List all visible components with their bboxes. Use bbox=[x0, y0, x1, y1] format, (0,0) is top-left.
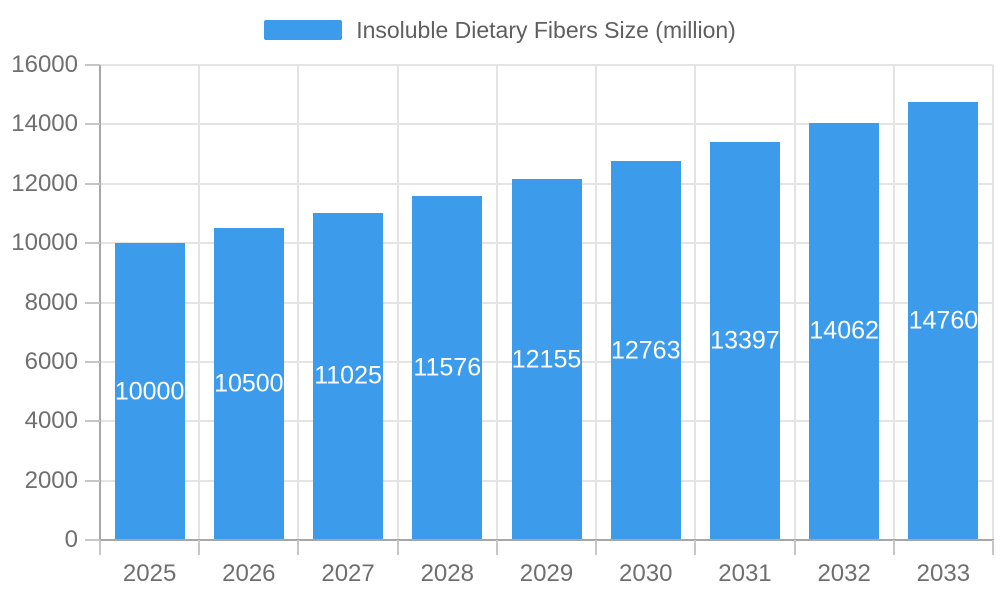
bar-2027[interactable] bbox=[313, 212, 384, 540]
x-axis-tick-label: 2025 bbox=[122, 560, 177, 587]
x-axis-line bbox=[99, 539, 994, 541]
y-axis-tick bbox=[85, 242, 100, 245]
x-axis-tick-label: 2026 bbox=[222, 560, 276, 587]
y-axis-tick bbox=[85, 539, 100, 541]
x-axis-tick-label: 2029 bbox=[519, 560, 574, 587]
y-axis-tick bbox=[85, 182, 100, 185]
y-axis-tick-label: 8000 bbox=[24, 288, 78, 316]
legend-label: Insoluble Dietary Fibers Size (million) bbox=[356, 17, 736, 43]
y-axis-tick-label: 10000 bbox=[11, 229, 78, 257]
bar-2032[interactable] bbox=[809, 122, 880, 540]
x-axis-tick bbox=[99, 540, 101, 555]
gridline-vertical bbox=[892, 65, 895, 540]
x-axis-tick-label: 2030 bbox=[619, 560, 673, 587]
y-axis-tick-label: 6000 bbox=[24, 347, 78, 375]
gridline-vertical bbox=[198, 65, 201, 540]
bar-2028[interactable] bbox=[412, 196, 483, 540]
bar-value-label: 11025 bbox=[314, 361, 382, 390]
x-axis-tick-label: 2031 bbox=[718, 560, 772, 587]
bar-2029[interactable] bbox=[511, 179, 582, 540]
gridline-vertical bbox=[495, 65, 498, 540]
x-axis-tick bbox=[694, 540, 697, 555]
x-axis-tick bbox=[198, 540, 201, 555]
bar-value-label: 12763 bbox=[610, 336, 681, 365]
x-axis-tick bbox=[495, 540, 498, 555]
y-axis-tick bbox=[85, 479, 100, 482]
y-axis-tick-label: 4000 bbox=[24, 407, 78, 435]
bar-2033[interactable] bbox=[908, 101, 979, 540]
gridline-vertical bbox=[992, 65, 994, 540]
bar-value-label: 11576 bbox=[413, 353, 482, 382]
legend-swatch bbox=[264, 20, 343, 40]
y-axis-tick-label: 2000 bbox=[24, 466, 78, 494]
y-axis-tick bbox=[85, 420, 100, 423]
gridline-vertical bbox=[793, 65, 796, 540]
y-axis-tick bbox=[85, 301, 100, 304]
x-axis-tick bbox=[992, 540, 994, 555]
bar-2031[interactable] bbox=[709, 142, 780, 540]
x-axis-tick-label: 2033 bbox=[916, 560, 971, 587]
y-axis-tick-label: 14000 bbox=[11, 110, 78, 138]
y-axis-tick-label: 12000 bbox=[11, 169, 78, 197]
bar-value-label: 14062 bbox=[809, 316, 879, 345]
x-axis-tick bbox=[297, 540, 300, 555]
y-axis-tick-label: 0 bbox=[64, 526, 78, 553]
bar-2025[interactable] bbox=[114, 243, 185, 540]
legend-item[interactable]: Insoluble Dietary Fibers Size (million) bbox=[0, 18, 1000, 42]
x-axis-tick bbox=[595, 540, 598, 555]
x-axis-tick-label: 2032 bbox=[817, 560, 871, 587]
bar-value-label: 10500 bbox=[214, 369, 284, 398]
bar-value-label: 12155 bbox=[511, 345, 582, 374]
x-axis-tick bbox=[396, 540, 399, 555]
gridline-vertical bbox=[396, 65, 399, 540]
bar-value-label: 13397 bbox=[710, 326, 780, 355]
bar-2030[interactable] bbox=[610, 161, 681, 540]
y-axis-tick bbox=[85, 123, 100, 126]
x-axis-tick-label: 2027 bbox=[321, 560, 375, 587]
x-axis-tick bbox=[793, 540, 796, 555]
gridline-vertical bbox=[595, 65, 598, 540]
bar-2026[interactable] bbox=[213, 228, 284, 540]
y-axis-line bbox=[99, 65, 101, 555]
gridline-horizontal bbox=[100, 64, 993, 66]
gridline-horizontal bbox=[100, 123, 993, 126]
y-axis-tick-label: 16000 bbox=[11, 51, 78, 78]
y-axis-tick bbox=[85, 64, 100, 66]
y-axis-tick bbox=[85, 360, 100, 363]
bar-value-label: 14760 bbox=[908, 306, 979, 335]
bar-value-label: 10000 bbox=[114, 377, 185, 406]
x-axis-tick-label: 2028 bbox=[420, 560, 474, 587]
x-axis-tick bbox=[892, 540, 895, 555]
gridline-vertical bbox=[297, 65, 300, 540]
gridline-vertical bbox=[694, 65, 697, 540]
